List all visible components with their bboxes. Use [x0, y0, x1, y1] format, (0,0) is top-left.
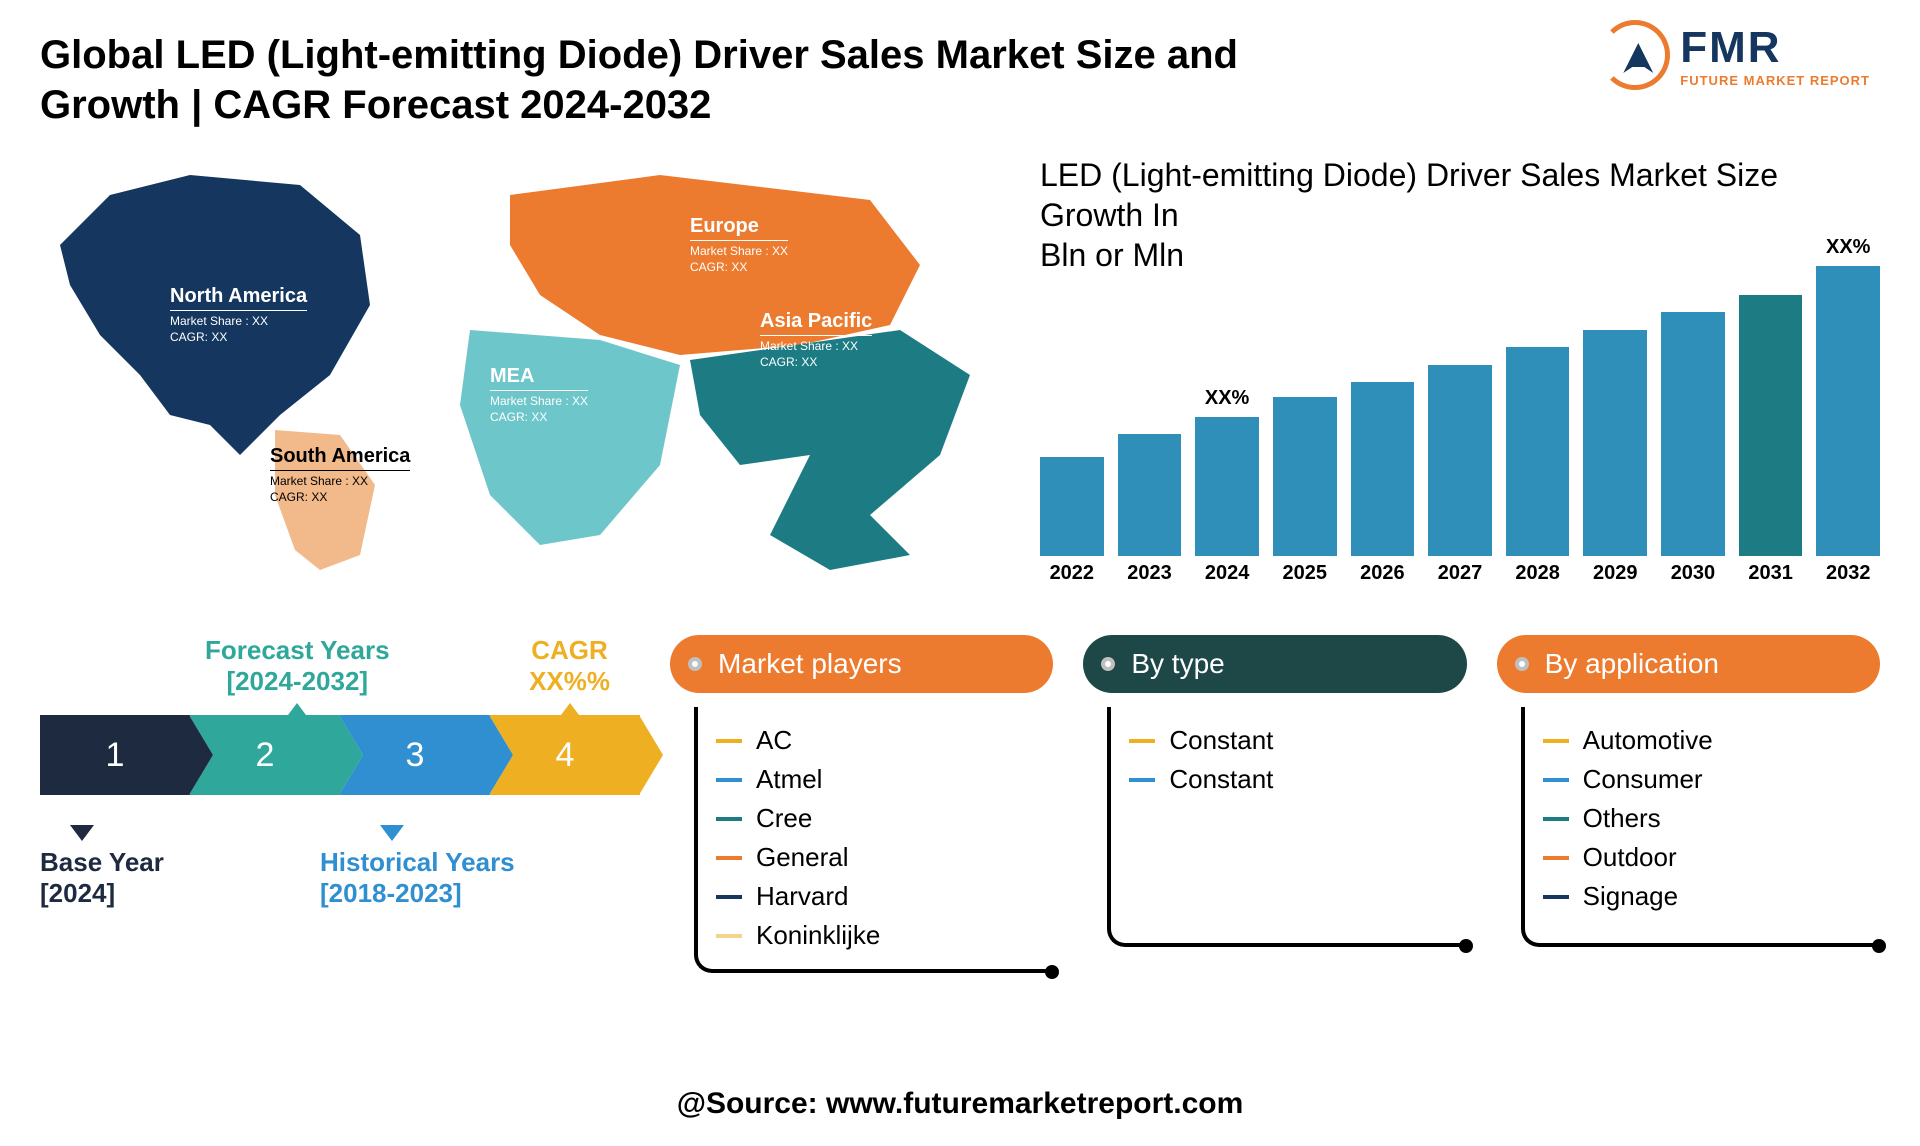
tick-icon [1129, 739, 1155, 743]
bar-chart: LED (Light-emitting Diode) Driver Sales … [1040, 155, 1880, 585]
label-north-america: North America Market Share : XX CAGR: XX [170, 285, 307, 345]
telescope-icon [1600, 20, 1670, 90]
tick-icon [1543, 739, 1569, 743]
tick-icon [1543, 817, 1569, 821]
tick-icon [716, 817, 742, 821]
list-item: AC [716, 721, 1043, 760]
tick-icon [716, 778, 742, 782]
list-item: Constant [1129, 721, 1456, 760]
timeline: Forecast Years [2024-2032] CAGR XX%% 123… [40, 635, 640, 973]
list-item: Outdoor [1543, 838, 1870, 877]
label-mea: MEA Market Share : XX CAGR: XX [490, 365, 588, 425]
source-credit: @Source: www.futuremarketreport.com [0, 1087, 1920, 1121]
by-type-section: By type ConstantConstant [1083, 635, 1466, 973]
tick-icon [1129, 778, 1155, 782]
timeline-step-1: 1 [40, 715, 190, 795]
label-asia-pacific: Asia Pacific Market Share : XX CAGR: XX [760, 310, 872, 370]
list-item: Others [1543, 799, 1870, 838]
fmr-logo: FMR FUTURE MARKET REPORT [1600, 20, 1870, 90]
bullet-icon [1515, 657, 1529, 671]
bar-2027: 2027 [1428, 365, 1492, 585]
bar-2024: XX%2024 [1195, 417, 1259, 585]
label-europe: Europe Market Share : XX CAGR: XX [690, 215, 788, 275]
list-item: General [716, 838, 1043, 877]
bar-2026: 2026 [1351, 382, 1415, 585]
region-mea [460, 330, 680, 545]
by-application-section: By application AutomotiveConsumerOthersO… [1497, 635, 1880, 973]
label-base: Base Year [2024] [40, 825, 164, 909]
bar-2030: 2030 [1661, 312, 1725, 585]
chart-title: LED (Light-emitting Diode) Driver Sales … [1040, 155, 1880, 275]
bar-2023: 2023 [1118, 434, 1182, 585]
list-item: Automotive [1543, 721, 1870, 760]
page-title: Global LED (Light-emitting Diode) Driver… [40, 30, 1340, 130]
tick-icon [716, 934, 742, 938]
tick-icon [1543, 778, 1569, 782]
bar-2031: 2031 [1739, 295, 1803, 585]
list-item: Atmel [716, 760, 1043, 799]
label-forecast: Forecast Years [2024-2032] [205, 635, 390, 719]
pill-market-players: Market players [670, 635, 1053, 693]
list-item: Consumer [1543, 760, 1870, 799]
market-players-section: Market players ACAtmelCreeGeneralHarvard… [670, 635, 1053, 973]
pill-by-application: By application [1497, 635, 1880, 693]
logo-text-sub: FUTURE MARKET REPORT [1680, 73, 1870, 88]
list-item: Signage [1543, 877, 1870, 916]
label-cagr: CAGR XX%% [529, 635, 610, 719]
list-item: Koninklijke [716, 916, 1043, 955]
bar-2029: 2029 [1583, 330, 1647, 585]
bar-2032: XX%2032 [1816, 266, 1880, 585]
tick-icon [716, 856, 742, 860]
list-item: Cree [716, 799, 1043, 838]
bar-2022: 2022 [1040, 457, 1104, 585]
world-map: North America Market Share : XX CAGR: XX… [40, 155, 1000, 575]
tick-icon [716, 895, 742, 899]
tick-icon [1543, 856, 1569, 860]
label-south-america: South America Market Share : XX CAGR: XX [270, 445, 410, 505]
pill-by-type: By type [1083, 635, 1466, 693]
bullet-icon [688, 657, 702, 671]
list-item: Harvard [716, 877, 1043, 916]
bar-2028: 2028 [1506, 347, 1570, 585]
bar-2025: 2025 [1273, 397, 1337, 586]
list-item: Constant [1129, 760, 1456, 799]
tick-icon [1543, 895, 1569, 899]
logo-text-main: FMR [1680, 23, 1870, 73]
label-historical: Historical Years [2018-2023] [320, 825, 515, 909]
tick-icon [716, 739, 742, 743]
bullet-icon [1101, 657, 1115, 671]
